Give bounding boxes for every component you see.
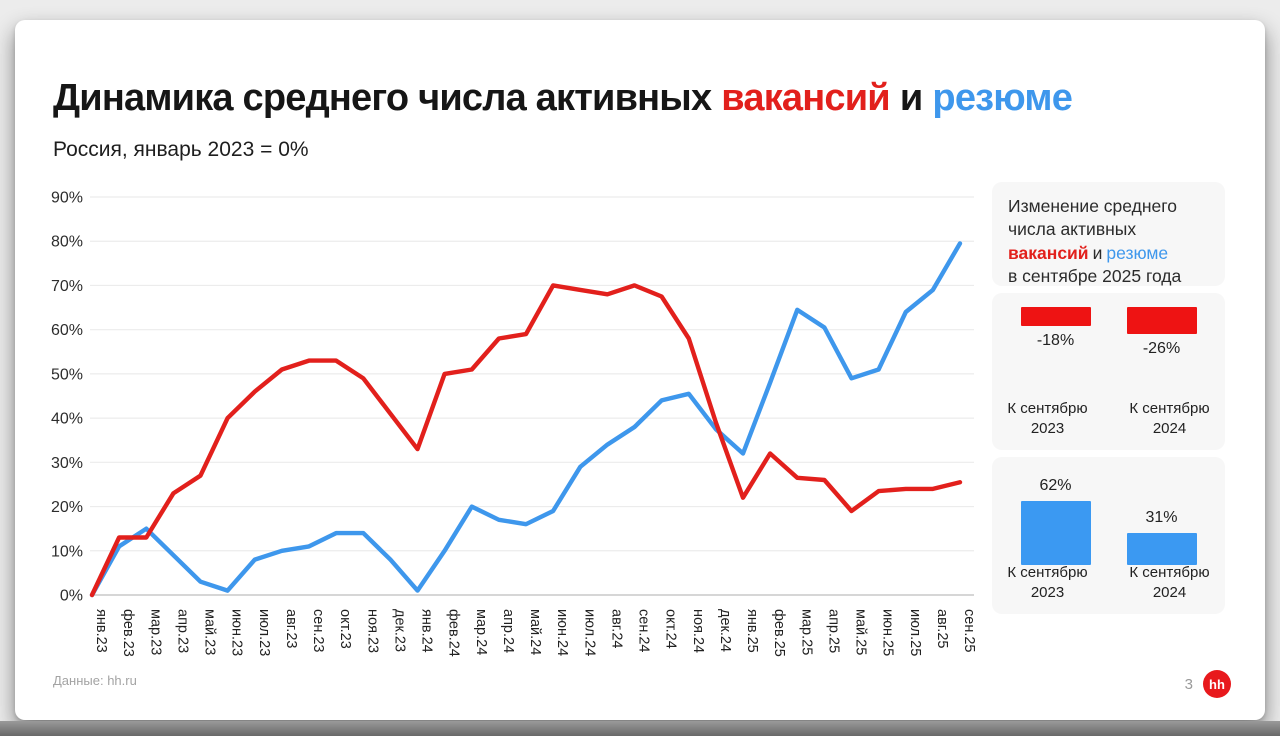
page-number: 3 [1184, 675, 1193, 693]
x-tick-label: янв.24 [419, 609, 435, 653]
data-source-label: Данные: hh.ru [53, 673, 137, 688]
y-tick-label: 30% [51, 455, 83, 472]
title-prefix: Динамика среднего числа активных [53, 77, 712, 119]
x-tick-label: фев.24 [446, 609, 462, 657]
y-tick-label: 40% [51, 411, 83, 428]
x-tick-label: фев.23 [120, 609, 136, 657]
x-tick-label: авг.23 [283, 609, 299, 648]
series-line-вакансии [89, 283, 963, 598]
resumes-bar-2024-bar [1126, 533, 1197, 565]
x-tick-label: июн.25 [880, 609, 896, 656]
x-tick-label: янв.23 [93, 609, 109, 653]
x-tick-label: июн.24 [554, 609, 570, 656]
x-tick-label: окт.23 [337, 609, 353, 649]
x-tick-label: ноя.24 [690, 609, 706, 653]
resumes-bar-2023: 62% [1020, 471, 1091, 565]
x-tick-label: фев.25 [771, 609, 787, 657]
title-vacancies-word: вакансий [721, 77, 890, 119]
summary-conjunction: и [1092, 242, 1103, 263]
vacancies-bar-2024: -26% [1126, 307, 1197, 364]
vacancies-bar-2024-value: -26% [1142, 340, 1181, 357]
resumes-bar-2024-value: 31% [1145, 509, 1178, 526]
x-tick-label: авг.24 [608, 609, 624, 648]
x-tick-label: ноя.23 [364, 609, 380, 653]
summary-resumes-word: резюме [1106, 242, 1169, 263]
vacancies-caption-2023: К сентябрю 2023 [1007, 400, 1088, 437]
trend-chart-svg: 0% 10% 20% 30% 40% 50% 60% 70% 80% 90% янв.23 фев.2… [51, 190, 977, 657]
y-tick-label: 50% [51, 366, 83, 383]
summary-card: Изменение среднего числа активных ваканс… [992, 182, 1225, 286]
summary-line4: в сентябре 2025 года [1008, 265, 1182, 286]
x-tick-label: апр.24 [500, 609, 516, 653]
trend-chart: 0% 10% 20% 30% 40% 50% 60% 70% 80% 90% янв.23 фев.2… [50, 185, 990, 690]
page-subtitle: Россия, январь 2023 = 0% [53, 138, 309, 161]
vacancies-bar-2023-bar [1020, 307, 1091, 326]
y-tick-label: 80% [51, 234, 83, 251]
resumes-caption-2024: К сентябрю 2024 [1129, 564, 1210, 601]
y-tick-label: 10% [51, 543, 83, 560]
y-tick-label: 60% [51, 322, 83, 339]
vacancies-bar-2024-bar [1126, 307, 1197, 334]
summary-line1: Изменение среднего [1008, 196, 1177, 216]
title-resumes-word: резюме [932, 77, 1073, 119]
x-tick-label: сен.24 [636, 609, 652, 652]
x-tick-label: мар.24 [473, 609, 489, 655]
x-tick-label: май.23 [202, 609, 218, 655]
resumes-bar-2024: 31% [1126, 503, 1197, 565]
x-tick-label: сен.23 [310, 609, 326, 652]
hh-logo-icon: hh [1203, 670, 1231, 698]
y-tick-label: 90% [51, 190, 83, 207]
series-line-резюме [89, 241, 963, 598]
y-tick-label: 20% [51, 499, 83, 516]
vacancies-bar-2023-value: -18% [1036, 332, 1075, 349]
vacancies-bar-2023: -18% [1020, 307, 1091, 356]
x-tick-label: дек.23 [391, 609, 407, 652]
x-tick-label: июн.23 [229, 609, 245, 656]
title-conjunction: и [899, 77, 923, 119]
resumes-bar-2023-value: 62% [1039, 477, 1072, 494]
x-tick-label: июл.23 [256, 609, 272, 656]
viewer-bottom-bar [0, 721, 1280, 736]
summary-line2: числа активных [1008, 219, 1137, 240]
x-tick-label: окт.24 [663, 609, 679, 649]
resumes-change-card: 62% 31% К сентябрю 2023 К сентябрю 2024 [992, 457, 1225, 614]
x-tick-label: июл.24 [581, 609, 597, 656]
x-tick-label: янв.25 [744, 609, 760, 653]
x-tick-label: мар.23 [147, 609, 163, 655]
summary-vacancies-word: вакансий [1008, 242, 1089, 263]
x-tick-label: июл.25 [907, 609, 923, 656]
resumes-caption-2023: К сентябрю 2023 [1007, 564, 1088, 601]
page-footer: 3 hh [1185, 670, 1231, 698]
y-tick-label: 0% [60, 588, 83, 605]
vacancies-change-card: -18% -26% К сентябрю 2023 К сентябрю 202… [992, 293, 1225, 450]
resumes-bar-2023-bar [1020, 501, 1091, 565]
vacancies-caption-2024: К сентябрю 2024 [1129, 400, 1210, 437]
x-tick-label: сен.25 [961, 609, 977, 652]
page-title: Динамика среднего числа активных вакансий… [53, 77, 1233, 120]
x-tick-label: апр.23 [174, 609, 190, 653]
x-tick-label: авг.25 [934, 609, 950, 648]
x-tick-label: апр.25 [825, 609, 841, 653]
x-tick-label: дек.24 [717, 609, 733, 652]
x-tick-label: мар.25 [798, 609, 814, 655]
x-tick-label: май.24 [527, 609, 543, 655]
slide: Динамика среднего числа активных вакансий… [15, 20, 1265, 720]
y-tick-label: 70% [51, 278, 83, 295]
x-tick-label: май.25 [853, 609, 869, 655]
